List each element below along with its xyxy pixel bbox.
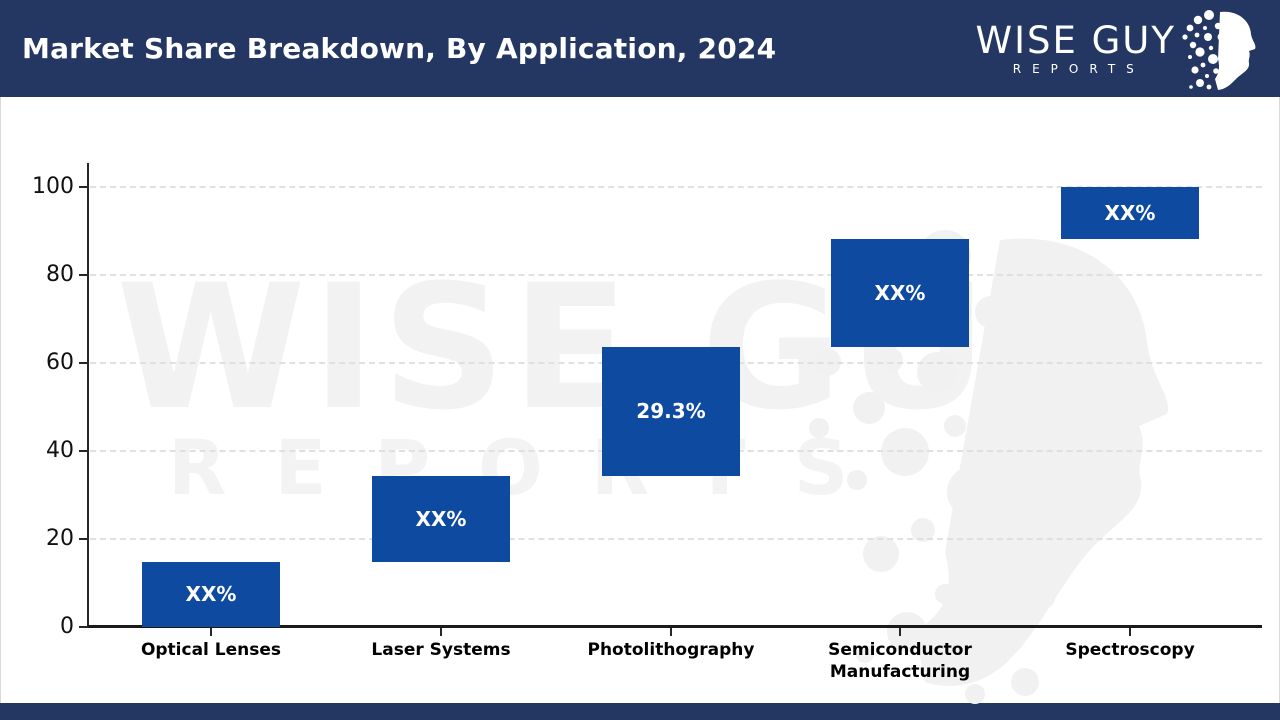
y-axis-tick <box>79 186 88 188</box>
waterfall-bar: XX% <box>1061 187 1199 240</box>
y-axis-tick <box>79 274 88 276</box>
watermark-sub-text: REPORTS <box>168 423 897 512</box>
bar-value-label: 29.3% <box>636 399 706 424</box>
y-tick-label: 0 <box>60 614 74 639</box>
waterfall-bar: XX% <box>142 561 280 627</box>
category-label: Photolithography <box>587 640 755 660</box>
bar-value-label: XX% <box>1104 201 1156 226</box>
y-gridline <box>90 274 1262 276</box>
category-label: Semiconductor Manufacturing <box>828 640 972 683</box>
y-axis-tick <box>79 538 88 540</box>
waterfall-bar: XX% <box>831 239 969 347</box>
y-axis-tick <box>79 626 88 628</box>
x-axis-tick <box>440 628 442 636</box>
y-tick-label: 60 <box>46 350 74 375</box>
y-axis-tick <box>79 362 88 364</box>
waterfall-bar: XX% <box>372 475 510 562</box>
category-label: Optical Lenses <box>140 640 282 660</box>
brand-logo-text: WISE GUY REPORTS <box>976 22 1176 76</box>
y-gridline <box>90 186 1262 188</box>
brand-logo: WISE GUY REPORTS <box>976 7 1258 91</box>
bar-value-label: XX% <box>874 281 926 306</box>
x-axis-tick <box>670 628 672 636</box>
y-axis-line <box>87 163 89 627</box>
y-tick-label: 80 <box>46 262 74 287</box>
y-gridline <box>90 538 1262 540</box>
y-tick-label: 100 <box>32 174 74 199</box>
category-label: Spectroscopy <box>1065 640 1195 660</box>
y-axis-tick <box>79 450 88 452</box>
footer-bar <box>0 703 1280 720</box>
y-tick-label: 40 <box>46 438 74 463</box>
x-axis-tick <box>1129 628 1131 636</box>
y-tick-label: 20 <box>46 526 74 551</box>
x-axis-tick <box>210 628 212 636</box>
header-bar: Market Share Breakdown, By Application, … <box>0 0 1280 97</box>
brand-name: WISE GUY <box>975 18 1176 62</box>
dotted-head-profile-icon <box>1182 9 1256 90</box>
bar-value-label: XX% <box>185 582 237 607</box>
category-label: Laser Systems <box>371 640 511 660</box>
bar-value-label: XX% <box>415 506 467 531</box>
x-axis-line <box>87 625 1262 628</box>
x-axis-tick <box>899 628 901 636</box>
waterfall-bar: 29.3% <box>602 346 740 476</box>
brand-subtitle: REPORTS <box>1012 61 1145 76</box>
page-title: Market Share Breakdown, By Application, … <box>22 32 777 65</box>
